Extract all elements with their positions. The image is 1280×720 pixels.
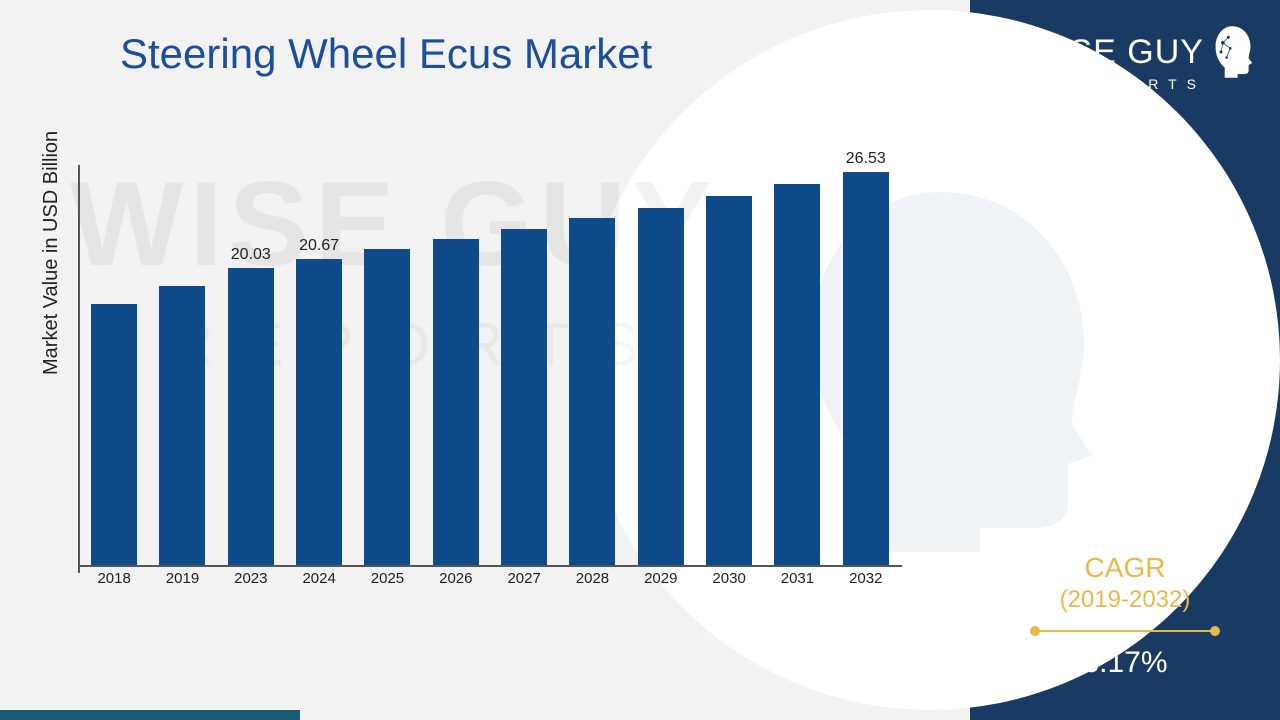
bar-slot: 26.53	[832, 172, 900, 565]
x-tick-label: 2030	[695, 570, 763, 587]
x-tick-label: 2018	[80, 570, 148, 587]
bar	[433, 239, 479, 565]
x-tick-label: 2026	[422, 570, 490, 587]
bar-slot	[558, 218, 626, 565]
bar-slot	[353, 249, 421, 565]
bar-group: 20.0320.6726.53	[80, 165, 900, 565]
bar-slot	[490, 229, 558, 565]
cagr-label: CAGR	[970, 552, 1280, 584]
x-axis-labels: 2018201920232024202520262027202820292030…	[80, 570, 900, 587]
logo-head-icon	[1210, 24, 1256, 80]
bar-value-label: 20.03	[231, 246, 271, 264]
bar	[638, 208, 684, 565]
y-axis-label: Market Value in USD Billion	[40, 131, 63, 375]
bar	[501, 229, 547, 565]
bar-slot	[148, 286, 216, 565]
bar	[228, 268, 274, 565]
bar	[569, 218, 615, 565]
x-tick-label: 2019	[148, 570, 216, 587]
report-canvas: WISE GUY REPORTS Steering Wheel Ecus Mar…	[0, 0, 1280, 720]
x-tick-label: 2027	[490, 570, 558, 587]
x-tick-label: 2029	[627, 570, 695, 587]
x-tick-label: 2023	[217, 570, 285, 587]
bar-slot: 20.03	[217, 268, 285, 565]
x-tick-label: 2032	[832, 570, 900, 587]
bar	[843, 172, 889, 565]
bar-value-label: 26.53	[846, 150, 886, 168]
cagr-value: 3.17%	[970, 646, 1280, 680]
chart-area: 20.0320.6726.53	[80, 165, 900, 565]
bar-slot	[627, 208, 695, 565]
cagr-divider	[1035, 630, 1215, 632]
logo-text-sub: REPORTS	[1026, 76, 1206, 92]
bar	[91, 304, 137, 565]
bar	[774, 184, 820, 565]
bar	[364, 249, 410, 565]
bar-slot	[763, 184, 831, 565]
bar	[296, 259, 342, 565]
x-tick-label: 2031	[763, 570, 831, 587]
bar	[706, 196, 752, 565]
chart-title: Steering Wheel Ecus Market	[120, 30, 652, 78]
bar-slot: 20.67	[285, 259, 353, 565]
x-tick-label: 2024	[285, 570, 353, 587]
cagr-block: CAGR (2019-2032) 3.17%	[970, 552, 1280, 680]
bar-slot	[695, 196, 763, 565]
bar-value-label: 20.67	[299, 237, 339, 255]
x-tick-label: 2025	[353, 570, 421, 587]
bar-slot	[80, 304, 148, 565]
bar-slot	[422, 239, 490, 565]
brand-logo: WISE GUY REPORTS	[1026, 24, 1256, 92]
cagr-range: (2019-2032)	[970, 586, 1280, 614]
logo-text-main: WISE GUY	[1026, 33, 1204, 72]
bottom-stripe	[0, 710, 300, 720]
bar	[159, 286, 205, 565]
x-axis-line	[78, 565, 902, 567]
x-tick-label: 2028	[558, 570, 626, 587]
